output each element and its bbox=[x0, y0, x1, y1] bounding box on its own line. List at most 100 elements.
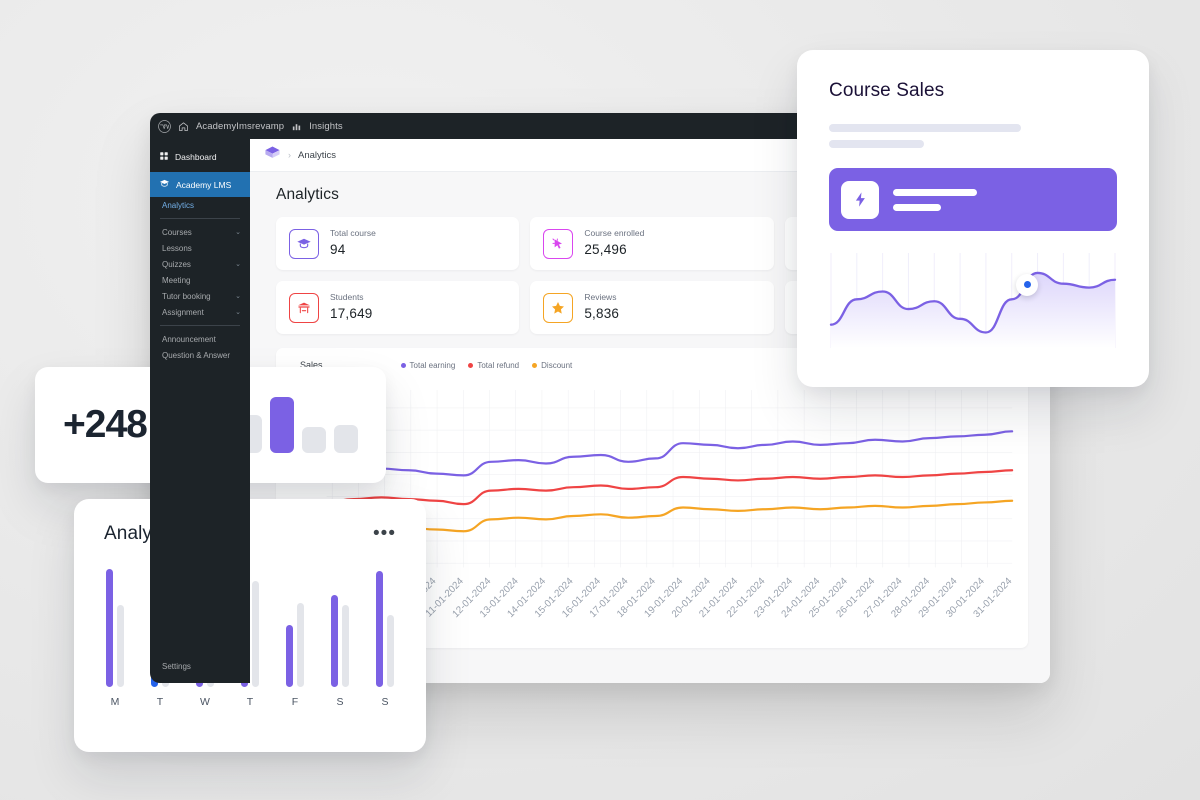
wordpress-logo-icon[interactable] bbox=[158, 119, 171, 133]
content-scroll: Analytics Total course 94 bbox=[250, 172, 1050, 683]
analytica-bar-secondary bbox=[387, 615, 394, 687]
stat-label: Total course bbox=[330, 228, 376, 238]
stat-card-course-enrolled[interactable]: Course enrolled 25,496 bbox=[530, 217, 774, 270]
series-line bbox=[325, 430, 1014, 479]
analytica-bar-primary bbox=[286, 625, 293, 687]
more-horizontal-icon[interactable]: ••• bbox=[373, 523, 396, 544]
plus248-bar-chart bbox=[238, 397, 358, 453]
home-icon[interactable] bbox=[178, 121, 189, 132]
star-icon bbox=[543, 292, 574, 323]
student-desk-icon bbox=[289, 292, 319, 323]
stat-card-reviews[interactable]: Reviews 5,836 bbox=[530, 281, 774, 334]
site-name-label[interactable]: AcademyImsrevamp bbox=[196, 120, 285, 132]
sidebar-item-label: Meeting bbox=[162, 275, 191, 285]
sidebar-item-analytics[interactable]: Analytics bbox=[150, 197, 250, 213]
analytica-day-label: T bbox=[156, 696, 164, 708]
page-title: Analytics bbox=[276, 186, 339, 203]
stat-value: 17,649 bbox=[330, 306, 373, 321]
plus248-bar bbox=[270, 397, 294, 453]
bar-chart-icon[interactable] bbox=[291, 121, 302, 132]
stat-label: Reviews bbox=[584, 292, 617, 302]
analytica-card: Analytica ••• M T W T F S S bbox=[74, 499, 426, 752]
legend-label: Discount bbox=[541, 361, 573, 370]
insights-label[interactable]: Insights bbox=[309, 120, 343, 132]
analytica-bar-group bbox=[286, 603, 304, 687]
analytica-day-label: M bbox=[110, 696, 120, 708]
sidebar-academy-label: Academy LMS bbox=[176, 179, 232, 190]
sidebar-item-label: Courses bbox=[162, 227, 192, 237]
wp-body: Dashboard Academy LMS Analytics Courses … bbox=[150, 139, 1050, 683]
legend-item-total-earning[interactable]: Total earning bbox=[400, 361, 455, 370]
stat-value: 5,836 bbox=[584, 306, 620, 321]
graduation-cap-icon bbox=[289, 228, 319, 259]
analytica-bar-secondary bbox=[342, 605, 349, 687]
stat-label: Course enrolled bbox=[584, 228, 645, 238]
analytica-bar-chart bbox=[104, 567, 396, 687]
course-sales-card: Course Sales bbox=[797, 50, 1149, 387]
sidebar-item-meeting[interactable]: Meeting bbox=[150, 272, 250, 288]
analytica-day-label: W bbox=[200, 696, 210, 708]
sidebar-item-courses[interactable]: Courses ⌄ bbox=[150, 224, 250, 240]
analytica-day-label: T bbox=[246, 696, 254, 708]
banner-line-2 bbox=[893, 203, 941, 211]
stat-value: 94 bbox=[330, 242, 346, 257]
plus248-bar bbox=[334, 425, 358, 453]
sidebar-item-dashboard[interactable]: Dashboard bbox=[150, 146, 250, 172]
sidebar-item-question-answer[interactable]: Question & Answer bbox=[150, 347, 250, 363]
sidebar-item-tutor-booking[interactable]: Tutor booking ⌄ bbox=[150, 288, 250, 304]
skeleton-line-2 bbox=[829, 140, 924, 148]
academy-cap-icon[interactable] bbox=[264, 144, 281, 166]
sidebar-divider-top bbox=[160, 218, 240, 219]
chevron-down-icon: ⌄ bbox=[235, 292, 241, 300]
sidebar-item-quizzes[interactable]: Quizzes ⌄ bbox=[150, 256, 250, 272]
data-point-marker[interactable] bbox=[1016, 273, 1039, 296]
sidebar-item-label: Question & Answer bbox=[162, 350, 231, 360]
series-line bbox=[325, 499, 1014, 533]
sidebar-item-label: Quizzes bbox=[162, 259, 191, 269]
sales-chart-panel: Sales Total earning Total refund bbox=[276, 348, 1028, 648]
sidebar-item-label: Assignment bbox=[162, 307, 204, 317]
sidebar-divider-bottom bbox=[160, 325, 240, 326]
chevron-down-icon: ⌄ bbox=[235, 228, 241, 236]
marker-dot bbox=[1023, 281, 1031, 289]
legend-item-discount[interactable]: Discount bbox=[532, 361, 572, 370]
stat-value: 25,496 bbox=[584, 242, 627, 257]
sidebar-dashboard-label: Dashboard bbox=[175, 152, 217, 162]
analytica-bar-group bbox=[376, 571, 394, 687]
sidebar-item-settings[interactable]: Settings bbox=[150, 658, 250, 674]
analytica-bar-secondary bbox=[117, 605, 124, 687]
legend-label: Total refund bbox=[477, 361, 520, 370]
sales-chart-area: 05 06-01-202407-01-202408-01-202409-01-2… bbox=[276, 382, 1028, 638]
analytica-bar-group bbox=[106, 569, 124, 687]
sidebar-item-academy-lms[interactable]: Academy LMS bbox=[150, 172, 250, 197]
chevron-down-icon: ⌄ bbox=[235, 308, 241, 316]
cursor-click-icon bbox=[543, 228, 574, 259]
sidebar-item-label: Analytics bbox=[162, 200, 195, 210]
breadcrumb-separator: › bbox=[288, 150, 291, 160]
chevron-down-icon: ⌄ bbox=[235, 260, 241, 268]
sidebar-item-announcement[interactable]: Announcement bbox=[150, 331, 250, 347]
stat-card-students[interactable]: Students 17,649 bbox=[276, 281, 520, 334]
chart-legend: Total earning Total refund Discount bbox=[400, 360, 572, 370]
legend-dot bbox=[532, 363, 538, 368]
sidebar-item-lessons[interactable]: Lessons bbox=[150, 240, 250, 256]
course-sales-banner[interactable] bbox=[829, 168, 1117, 231]
sidebar-item-label: Announcement bbox=[162, 334, 216, 344]
analytica-bar-secondary bbox=[297, 603, 304, 687]
course-sales-area-chart bbox=[829, 253, 1117, 348]
series-line bbox=[325, 469, 1014, 506]
plus248-bar bbox=[302, 427, 326, 453]
analytica-day-label: S bbox=[381, 696, 389, 708]
lightning-bolt-icon bbox=[841, 180, 879, 219]
sidebar-item-assignment[interactable]: Assignment ⌄ bbox=[150, 304, 250, 320]
plus248-value: +248 bbox=[63, 403, 148, 446]
dashboard-window: AcademyImsrevamp Insights bbox=[150, 113, 1050, 683]
legend-dot bbox=[468, 363, 474, 368]
analytica-header: Analytica ••• bbox=[104, 523, 396, 545]
sales-line-chart: 05 06-01-202407-01-202408-01-202409-01-2… bbox=[286, 390, 1015, 620]
stat-card-total-course[interactable]: Total course 94 bbox=[276, 217, 520, 270]
banner-line-1 bbox=[893, 188, 977, 196]
analytica-day-label: F bbox=[291, 696, 299, 708]
legend-item-total-refund[interactable]: Total refund bbox=[468, 361, 519, 370]
